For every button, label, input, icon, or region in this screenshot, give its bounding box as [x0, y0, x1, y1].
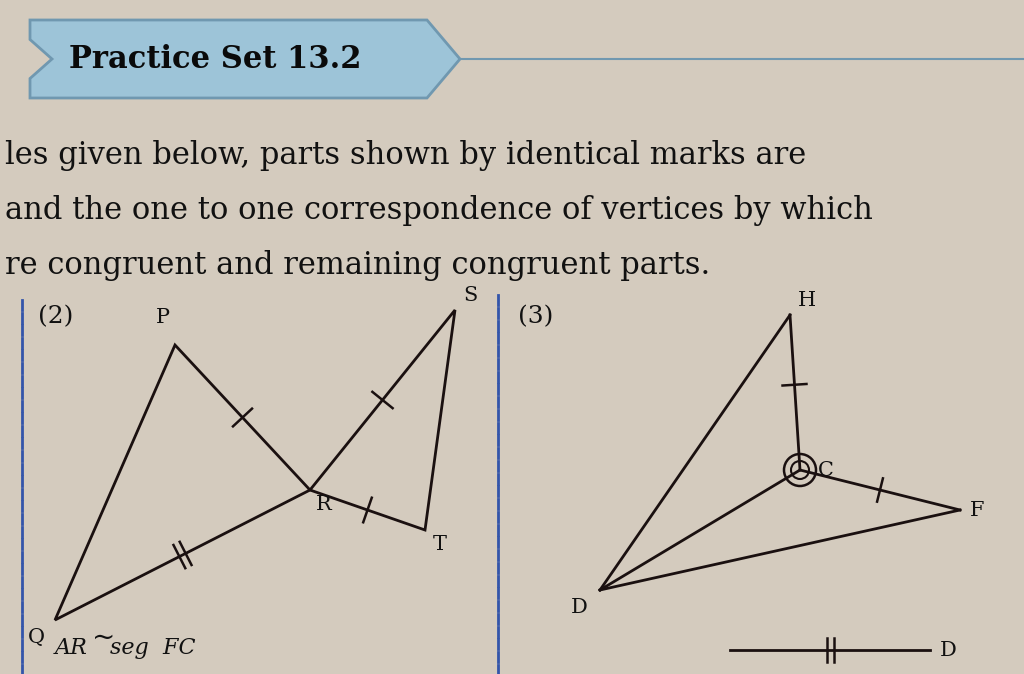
- Text: D: D: [571, 598, 588, 617]
- Text: les given below, parts shown by identical marks are: les given below, parts shown by identica…: [5, 140, 806, 171]
- Text: S: S: [463, 286, 477, 305]
- Text: P: P: [156, 308, 170, 327]
- Text: ~: ~: [92, 625, 116, 652]
- Text: Practice Set 13.2: Practice Set 13.2: [69, 44, 361, 75]
- Text: T: T: [433, 535, 447, 554]
- Polygon shape: [30, 20, 460, 98]
- Text: D: D: [940, 640, 956, 659]
- Text: seg  FC: seg FC: [110, 637, 196, 659]
- Text: AR: AR: [55, 637, 88, 659]
- Text: R: R: [316, 495, 332, 514]
- Text: (3): (3): [518, 305, 553, 328]
- Text: and the one to one correspondence of vertices by which: and the one to one correspondence of ver…: [5, 195, 872, 226]
- Text: F: F: [970, 501, 984, 520]
- Text: (2): (2): [38, 305, 74, 328]
- Text: re congruent and remaining congruent parts.: re congruent and remaining congruent par…: [5, 250, 711, 281]
- Text: H: H: [798, 291, 816, 310]
- Text: Q: Q: [28, 628, 45, 647]
- Text: C: C: [818, 460, 834, 479]
